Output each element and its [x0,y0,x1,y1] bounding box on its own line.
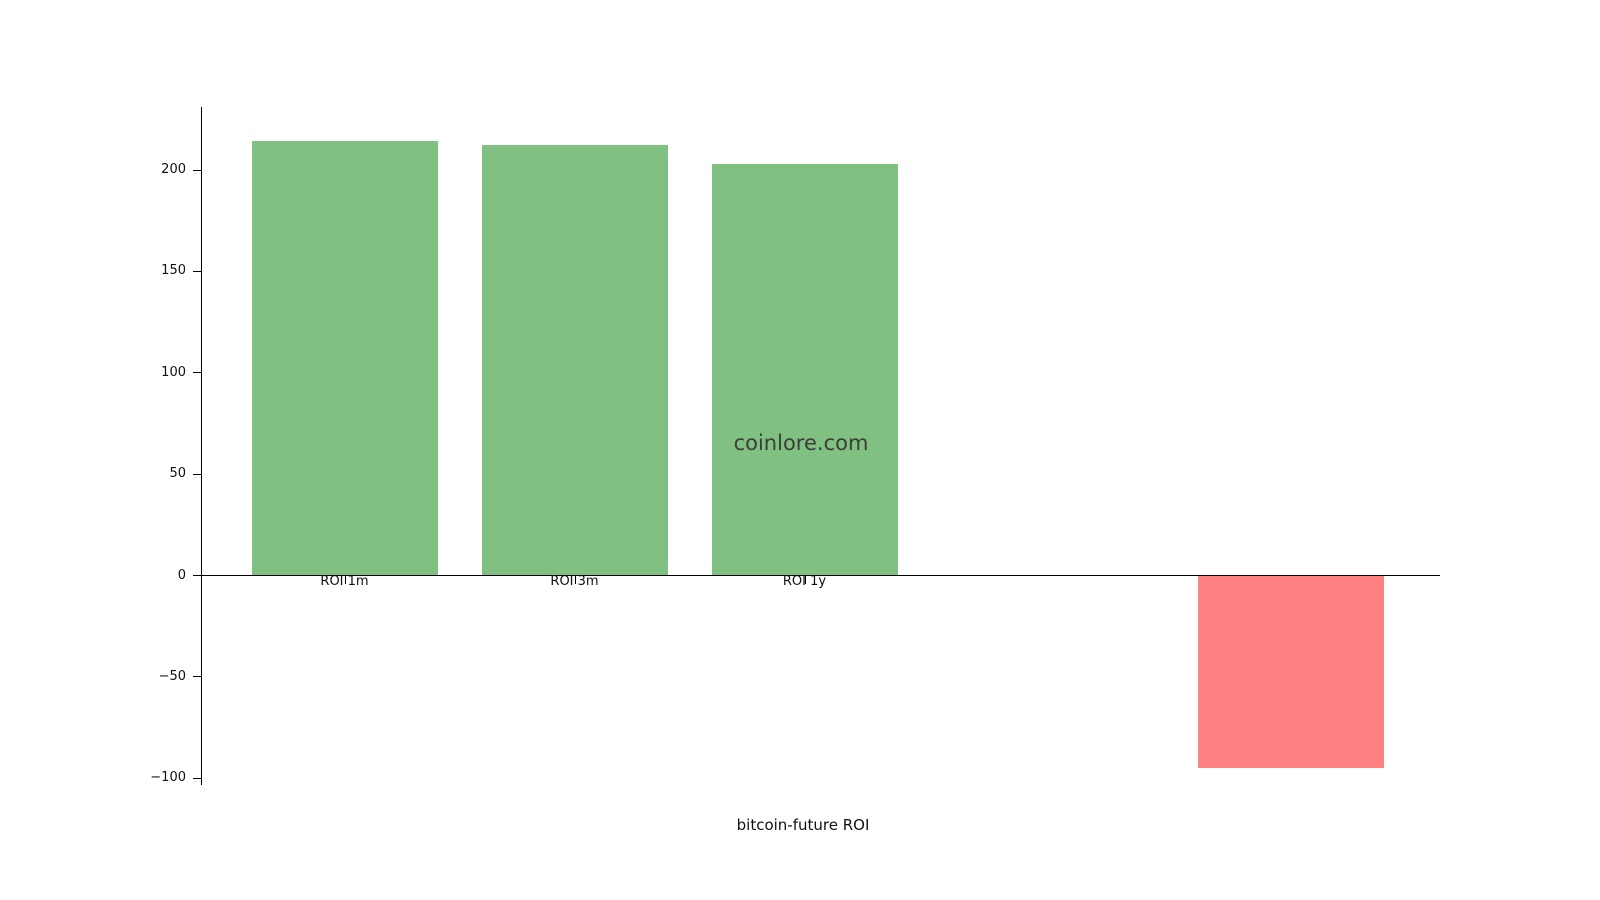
y-tick-mark [193,270,201,272]
y-axis-spine [201,107,202,785]
y-tick-mark [193,575,201,576]
y-tick-label: 100 [161,364,186,380]
y-tick-label: −100 [150,770,186,786]
y-tick-label: 50 [169,466,186,482]
x-tick-mark [574,575,576,584]
x-tick-label: ROI 1m [320,574,369,589]
y-tick-label: 200 [161,162,186,178]
x-tick-label: ROI 1y [782,574,827,589]
y-tick-mark [193,169,201,171]
bar-roi-1m [251,141,438,575]
x-tick-label: ROI 3m [550,574,599,589]
y-tick-label: −50 [158,668,186,684]
y-tick-mark [193,777,201,779]
chart-title: bitcoin-future ROI [736,816,870,834]
x-axis-line [201,575,1440,576]
x-tick-mark [804,575,806,584]
bar-roi-1y [711,163,898,575]
y-tick-label: 0 [177,567,186,583]
y-tick-mark [193,372,201,374]
y-tick-label: 150 [161,263,186,279]
y-tick-mark [193,676,201,678]
y-tick-mark [193,473,201,475]
bar-roi-3m [481,145,668,575]
bar-negative [1197,576,1384,768]
x-tick-mark [344,575,346,584]
watermark: coinlore.com [733,431,869,455]
